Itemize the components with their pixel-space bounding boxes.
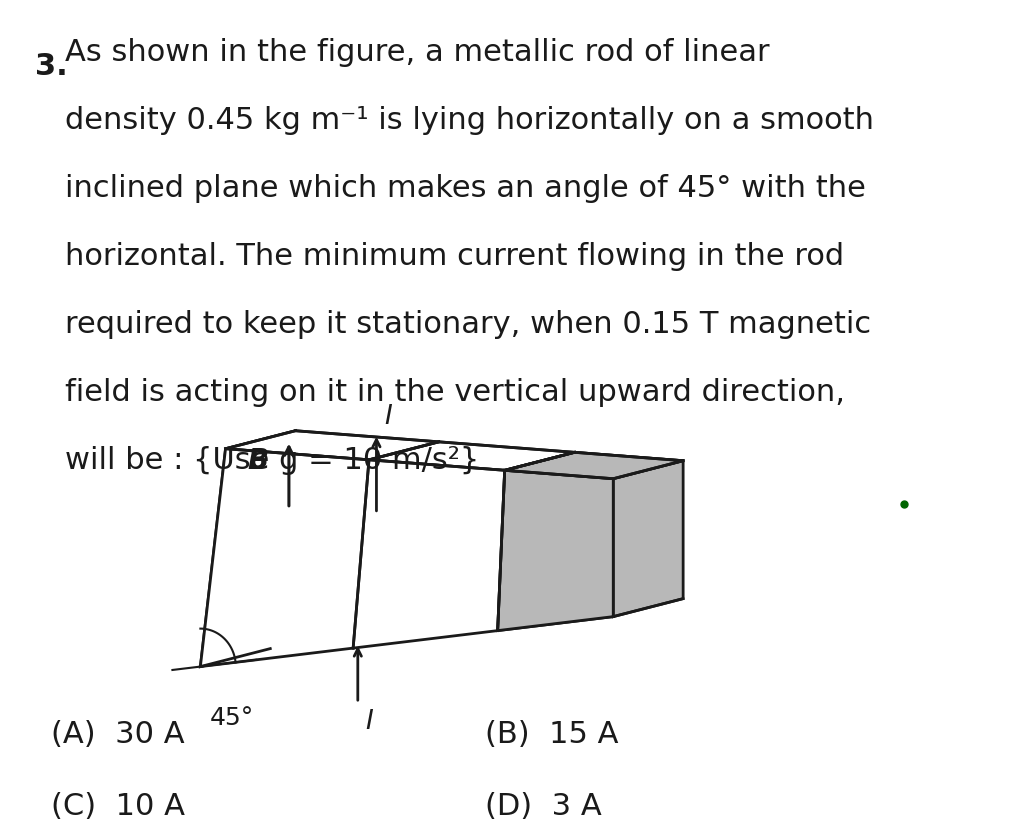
Text: I: I <box>384 403 391 429</box>
Polygon shape <box>201 449 613 667</box>
Polygon shape <box>498 471 613 631</box>
Text: B: B <box>247 446 268 474</box>
Polygon shape <box>201 431 296 667</box>
Text: (C)  10 A: (C) 10 A <box>51 791 185 820</box>
Text: As shown in the figure, a metallic rod of linear: As shown in the figure, a metallic rod o… <box>66 38 770 67</box>
Text: inclined plane which makes an angle of 45° with the: inclined plane which makes an angle of 4… <box>66 174 866 203</box>
Text: (A)  30 A: (A) 30 A <box>51 719 185 748</box>
Text: will be : {Use g = 10 m/s²}: will be : {Use g = 10 m/s²} <box>66 445 479 474</box>
Polygon shape <box>505 453 683 479</box>
Text: density 0.45 kg m⁻¹ is lying horizontally on a smooth: density 0.45 kg m⁻¹ is lying horizontall… <box>66 106 874 135</box>
Text: required to keep it stationary, when 0.15 T magnetic: required to keep it stationary, when 0.1… <box>66 310 871 339</box>
Text: 3.: 3. <box>36 52 69 81</box>
Text: (B)  15 A: (B) 15 A <box>484 719 618 748</box>
Text: field is acting on it in the vertical upward direction,: field is acting on it in the vertical up… <box>66 378 845 407</box>
Text: I: I <box>366 708 373 734</box>
Text: 45°: 45° <box>210 705 254 729</box>
Text: (D)  3 A: (D) 3 A <box>484 791 601 820</box>
Polygon shape <box>613 461 683 617</box>
Text: horizontal. The minimum current flowing in the rod: horizontal. The minimum current flowing … <box>66 242 845 271</box>
Polygon shape <box>225 431 683 479</box>
